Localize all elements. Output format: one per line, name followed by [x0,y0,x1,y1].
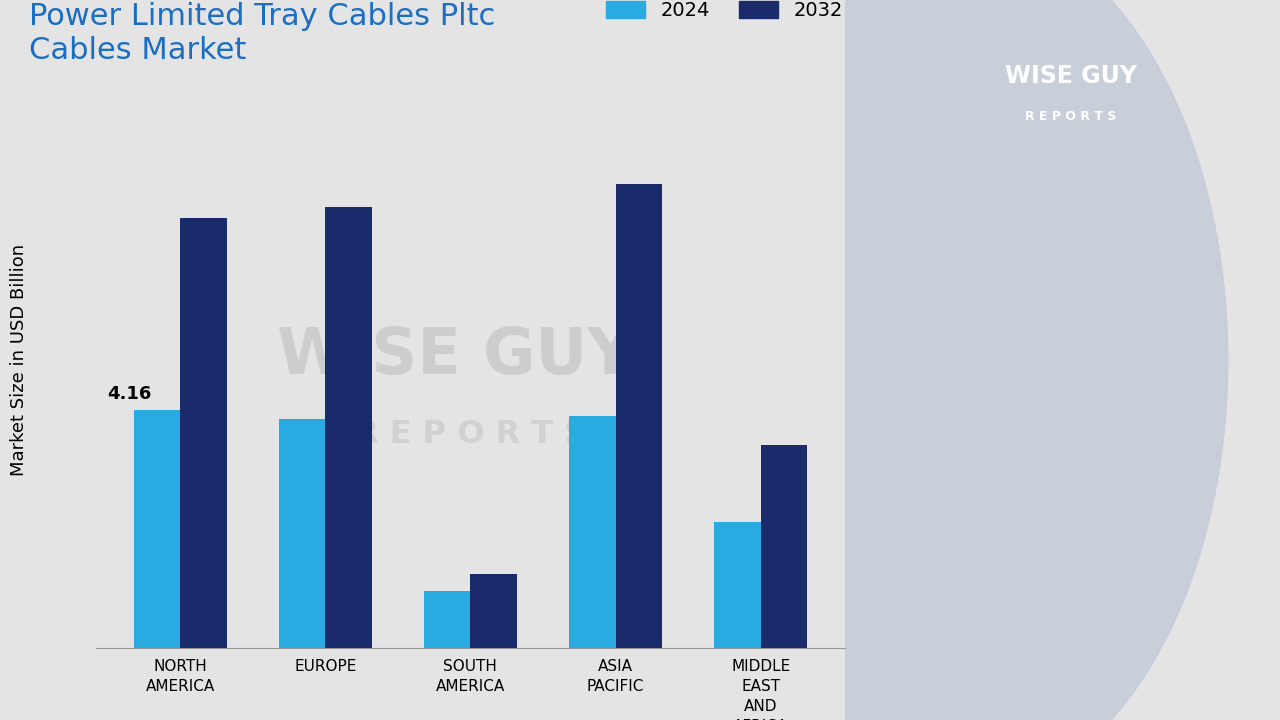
Bar [424,590,470,648]
Bar [325,207,371,648]
Text: Market Size in USD Billion: Market Size in USD Billion [10,244,28,476]
Text: R E P O R T S: R E P O R T S [353,419,588,450]
Bar [714,522,760,648]
Text: WISE GUY: WISE GUY [276,325,634,387]
Text: Power Limited Tray Cables Pltc
Cables Market: Power Limited Tray Cables Pltc Cables Ma… [28,2,495,65]
Text: 4.16: 4.16 [106,384,151,402]
Bar [616,184,662,648]
Bar [760,444,808,648]
Text: WISE GUY: WISE GUY [1005,63,1137,88]
Bar [180,218,227,648]
Text: R E P O R T S: R E P O R T S [1025,110,1116,123]
Bar [570,416,616,648]
Bar [279,419,325,648]
Legend: 2024, 2032: 2024, 2032 [605,1,842,20]
Bar [470,574,517,648]
Bar [133,410,180,648]
Circle shape [705,0,1228,720]
